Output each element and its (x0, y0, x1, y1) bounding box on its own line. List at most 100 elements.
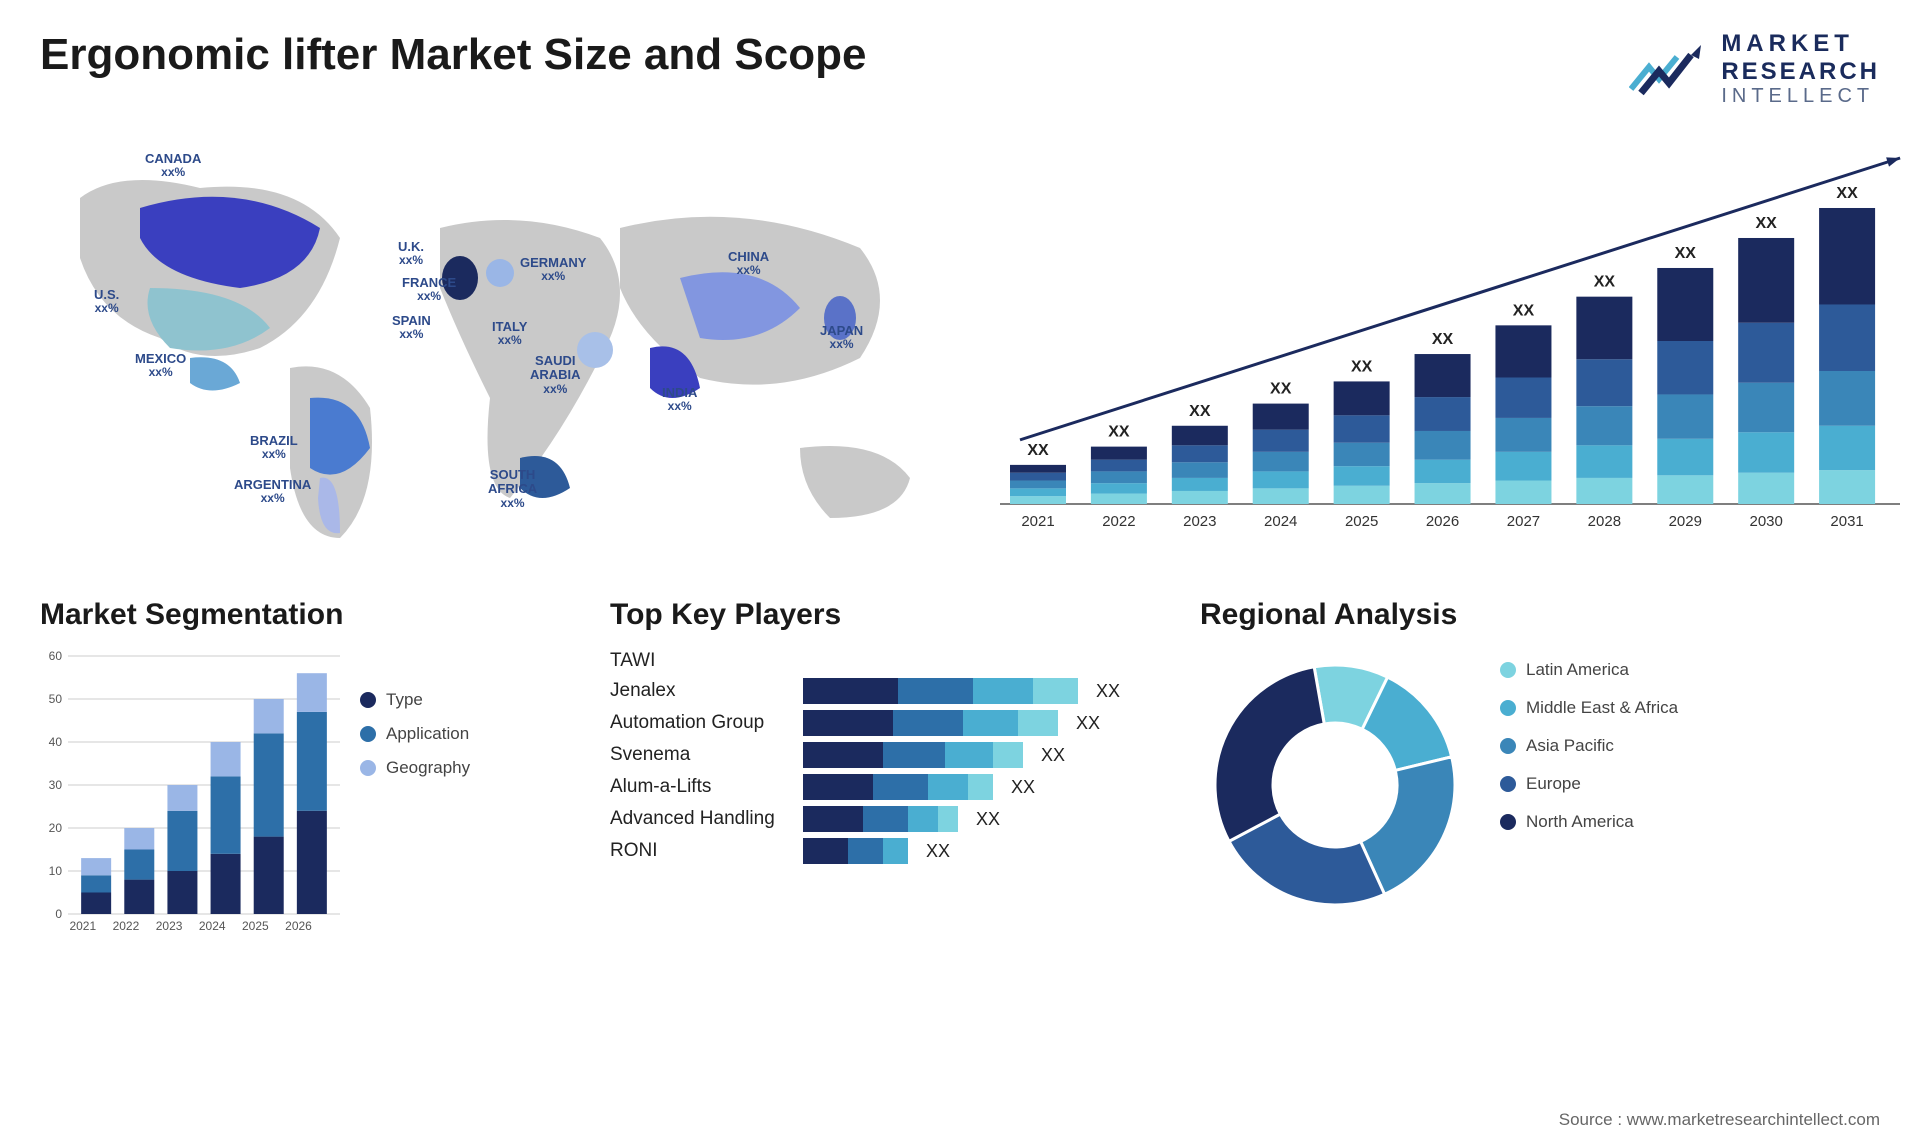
players-title: Top Key Players (610, 598, 1150, 632)
player-row: SvenemaXX (610, 742, 1150, 768)
svg-text:2025: 2025 (242, 919, 269, 933)
svg-text:2023: 2023 (156, 919, 183, 933)
player-value: XX (1076, 713, 1100, 734)
svg-text:XX: XX (1756, 215, 1778, 232)
svg-text:2027: 2027 (1507, 513, 1540, 530)
svg-text:2024: 2024 (1264, 513, 1297, 530)
brand-logo: MARKET RESEARCH INTELLECT (1629, 30, 1880, 108)
player-row: JenalexXX (610, 678, 1150, 704)
map-label: CHINAxx% (728, 250, 769, 277)
svg-text:XX: XX (1108, 424, 1130, 441)
legend-dot (1500, 700, 1516, 716)
svg-text:2029: 2029 (1669, 513, 1702, 530)
player-row: Alum-a-Lifts XX (610, 774, 1150, 800)
player-name: Alum-a-Lifts (610, 776, 785, 798)
svg-text:XX: XX (1836, 185, 1858, 202)
map-label: U.K.xx% (398, 240, 424, 267)
svg-text:XX: XX (1513, 303, 1535, 320)
svg-text:2022: 2022 (1102, 513, 1135, 530)
legend-item: Asia Pacific (1500, 736, 1678, 756)
logo-line3: INTELLECT (1721, 85, 1880, 108)
svg-text:XX: XX (1675, 245, 1697, 262)
legend-label: Europe (1526, 774, 1581, 794)
players-panel: Top Key Players TAWI JenalexXX Automation … (610, 598, 1150, 940)
source-attribution: Source : www.marketresearchintellect.com (1559, 1110, 1880, 1130)
legend-item: Geography (360, 758, 470, 778)
player-bar (803, 774, 993, 800)
player-row: TAWI (610, 650, 1150, 672)
legend-item: North America (1500, 812, 1678, 832)
legend-label: Middle East & Africa (1526, 698, 1678, 718)
legend-label: Application (386, 724, 469, 744)
logo-line2: RESEARCH (1721, 58, 1880, 86)
legend-item: Type (360, 690, 470, 710)
legend-label: Latin America (1526, 660, 1629, 680)
legend-item: Europe (1500, 774, 1678, 794)
map-label: ITALYxx% (492, 320, 527, 347)
map-label: SPAINxx% (392, 314, 431, 341)
map-label: U.S.xx% (94, 288, 119, 315)
svg-text:2025: 2025 (1345, 513, 1378, 530)
player-bar (803, 838, 908, 864)
svg-text:XX: XX (1594, 274, 1616, 291)
player-bar (803, 806, 958, 832)
player-value: XX (1011, 777, 1035, 798)
map-label: SOUTHAFRICAxx% (488, 468, 537, 510)
legend-label: Geography (386, 758, 470, 778)
legend-dot (360, 692, 376, 708)
legend-label: Type (386, 690, 423, 710)
player-row: Advanced HandlingXX (610, 806, 1150, 832)
segmentation-chart: 0102030405060202120222023202420252026 (40, 650, 340, 940)
map-label: MEXICOxx% (135, 352, 186, 379)
player-name: Svenema (610, 744, 785, 766)
legend-dot (360, 726, 376, 742)
legend-dot (1500, 662, 1516, 678)
svg-text:2026: 2026 (1426, 513, 1459, 530)
svg-text:2030: 2030 (1749, 513, 1782, 530)
svg-text:50: 50 (49, 692, 63, 706)
segmentation-legend: Type Application Geography (360, 650, 470, 940)
legend-dot (360, 760, 376, 776)
player-bar (803, 742, 1023, 768)
svg-text:10: 10 (49, 864, 63, 878)
page-title: Ergonomic lifter Market Size and Scope (40, 30, 866, 80)
player-name: TAWI (610, 650, 785, 672)
svg-text:2028: 2028 (1588, 513, 1621, 530)
svg-text:XX: XX (1270, 381, 1292, 398)
player-bar (803, 678, 1078, 704)
svg-text:2031: 2031 (1830, 513, 1863, 530)
svg-text:2022: 2022 (113, 919, 140, 933)
player-name: Advanced Handling (610, 808, 785, 830)
regional-donut (1200, 650, 1470, 920)
svg-text:2026: 2026 (285, 919, 312, 933)
regional-panel: Regional Analysis Latin America Middle Ea… (1200, 598, 1760, 940)
legend-label: Asia Pacific (1526, 736, 1614, 756)
map-label: INDIAxx% (662, 386, 697, 413)
legend-dot (1500, 738, 1516, 754)
legend-item: Latin America (1500, 660, 1678, 680)
logo-line1: MARKET (1721, 30, 1880, 58)
svg-text:40: 40 (49, 735, 63, 749)
map-label: ARGENTINAxx% (234, 478, 311, 505)
svg-text:XX: XX (1432, 331, 1454, 348)
svg-text:2024: 2024 (199, 919, 226, 933)
growth-chart-svg: XX2021XX2022XX2023XX2024XX2025XX2026XX20… (1000, 138, 1920, 558)
player-value: XX (1096, 681, 1120, 702)
svg-text:20: 20 (49, 821, 63, 835)
player-row: Automation Group XX (610, 710, 1150, 736)
svg-text:0: 0 (55, 907, 62, 921)
svg-text:XX: XX (1027, 442, 1049, 459)
player-row: RONI XX (610, 838, 1150, 864)
svg-text:2023: 2023 (1183, 513, 1216, 530)
player-name: Automation Group (610, 712, 785, 734)
svg-text:XX: XX (1351, 359, 1373, 376)
svg-text:30: 30 (49, 778, 63, 792)
legend-item: Middle East & Africa (1500, 698, 1678, 718)
growth-chart: XX2021XX2022XX2023XX2024XX2025XX2026XX20… (980, 138, 1920, 558)
map-label: SAUDIARABIAxx% (530, 354, 581, 396)
legend-label: North America (1526, 812, 1634, 832)
regional-title: Regional Analysis (1200, 598, 1760, 632)
player-value: XX (926, 841, 950, 862)
legend-dot (1500, 776, 1516, 792)
player-name: RONI (610, 840, 785, 862)
